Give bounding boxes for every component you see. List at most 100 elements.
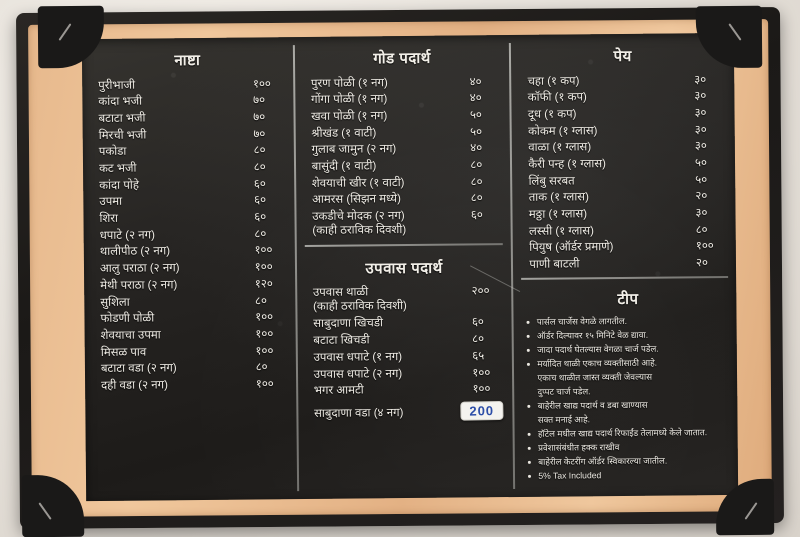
menu-row: बासुंदी (१ वाटी) ८० bbox=[306, 158, 501, 177]
menu-row: कांदा पोहे ६० bbox=[93, 176, 284, 195]
screw-icon bbox=[38, 502, 52, 520]
screw-icon bbox=[728, 23, 742, 41]
tip-note: हॉटेल मधील खाद्य पदार्थ रिफाईंड तेलामध्य… bbox=[527, 427, 732, 440]
item-price: ८० bbox=[254, 294, 268, 308]
item-price: १०० bbox=[255, 328, 274, 341]
chalkboard-surface: नाष्टा पुरीभाजी १०० कांदा भजी ७० बटाटा भजी… bbox=[81, 32, 739, 502]
menu-row: शेवयाची खीर (१ वाटी) ८० bbox=[306, 174, 501, 193]
item-name: मठ्ठा (१ ग्लास) bbox=[528, 208, 588, 221]
item-name: दही वडा (२ नग) bbox=[101, 379, 168, 392]
item-name: बटाटा वडा (२ नग) bbox=[100, 362, 177, 376]
item-name: फोडणी पोळी bbox=[100, 312, 155, 326]
menu-row: साबुदाणा खिचडी ६० bbox=[307, 315, 502, 334]
item-price: ८० bbox=[470, 159, 483, 172]
screw-icon bbox=[744, 502, 758, 520]
item-name: कांदा पोहे bbox=[99, 179, 139, 192]
item-name: बासुंदी (१ वाटी) bbox=[311, 160, 377, 173]
item-name: शेवयाचा उपमा bbox=[100, 329, 161, 342]
item-price: ५० bbox=[694, 157, 708, 170]
item-name: चहा (१ कप) bbox=[527, 74, 580, 88]
item-note: (काही ठराविक दिवशी) bbox=[312, 224, 407, 238]
item-name: गुलाब जामुन (२ नग) bbox=[311, 143, 397, 157]
item-price: ८० bbox=[253, 144, 266, 157]
tips-list: पार्सल चार्जेस वेगळे लागतील. ऑर्डर दिल्य… bbox=[526, 315, 732, 483]
menu-row: लिंबु सरबत ५० bbox=[522, 172, 725, 191]
item-price: ६० bbox=[254, 194, 267, 207]
tip-note: बाहेरील खाद्य पदार्थ व डबा खाण्यास bbox=[527, 399, 732, 412]
menu-row: आलु पराठा (२ नग) १०० bbox=[94, 260, 285, 279]
item-price: ६० bbox=[254, 211, 267, 224]
item-price: ३० bbox=[694, 123, 707, 136]
tip-note: पार्सल चार्जेस वेगळे लागतील. bbox=[526, 315, 731, 328]
item-name: पुरीभाजी bbox=[98, 79, 136, 92]
menu-row: बटाटा वडा (२ नग) ८० bbox=[95, 360, 286, 379]
item-name: श्रीखंड (१ वाटी) bbox=[311, 126, 377, 140]
item-price: १०० bbox=[252, 77, 271, 91]
menu-row: कैरी पन्ह (१ ग्लास) ५० bbox=[522, 155, 725, 174]
menu-row: कट भजी ८० bbox=[93, 160, 284, 179]
tip-note-continuation: एकाच थाळीत जास्त व्यक्ती जेवल्यास bbox=[537, 371, 653, 384]
item-name: उपवास थाळी bbox=[312, 286, 369, 300]
item-price: ४० bbox=[470, 142, 483, 155]
tip-note: प्रवेशासंबंधीत हक्क राखीव bbox=[527, 441, 732, 454]
menu-row: बटाटा खिचडी ८० bbox=[307, 332, 502, 351]
menu-row: उपमा ६० bbox=[93, 193, 284, 212]
menu-row: कोकम (१ ग्लास) ३० bbox=[522, 122, 725, 141]
item-name: आलु पराठा (२ नग) bbox=[99, 262, 180, 276]
menu-row: शेवयाचा उपमा १०० bbox=[95, 327, 286, 346]
screw-icon bbox=[58, 23, 72, 41]
tip-note: ऑर्डर दिल्यावर १५ मिनिटे वेळ द्यावा. bbox=[526, 329, 731, 342]
column-breakfast: नाष्टा पुरीभाजी १०० कांदा भजी ७० बटाटा भजी… bbox=[82, 37, 297, 501]
item-price: २०० bbox=[471, 285, 490, 298]
item-price: ८० bbox=[255, 361, 268, 374]
menu-row: श्रीखंड (१ वाटी) ५० bbox=[305, 124, 500, 143]
item-name: कैरी पन्ह (१ ग्लास) bbox=[528, 158, 607, 171]
section-breakfast: नाष्टा पुरीभाजी १०० कांदा भजी ७० बटाटा भजी… bbox=[82, 37, 296, 399]
menu-row: लस्सी (१ ग्लास) ८० bbox=[523, 222, 726, 241]
menu-row: पुरीभाजी १०० bbox=[92, 76, 283, 95]
item-name: सुशिला bbox=[100, 296, 130, 309]
item-price: १०० bbox=[255, 344, 274, 358]
item-name: बटाटा भजी bbox=[98, 112, 146, 125]
item-price: ४० bbox=[469, 92, 482, 105]
menu-row: कॉफी (१ कप) ३० bbox=[522, 89, 725, 108]
menu-row: साबुदाणा वडा (४ नग) 200 bbox=[308, 398, 503, 424]
section-title-tips: टीप bbox=[617, 291, 639, 309]
item-price: १०० bbox=[472, 366, 491, 379]
item-name: मिसळ पाव bbox=[100, 346, 147, 359]
item-name: मिरची भजी bbox=[98, 129, 147, 142]
item-price: १२० bbox=[254, 278, 273, 291]
tip-note: जादा पदार्थ घेतल्यास वेगळा चार्ज पडेल. bbox=[526, 343, 731, 356]
menu-row: भगर आमटी १०० bbox=[308, 382, 503, 401]
item-price: ३० bbox=[694, 73, 707, 86]
item-name: खवा पोळी (१ नग) bbox=[311, 110, 388, 123]
section-sweets: गोड पदार्थ पुरण पोळी (१ नग) ४० गोंगा पोळी… bbox=[294, 35, 511, 245]
menu-row: शिरा ६० bbox=[93, 210, 284, 229]
item-name: कॉफी (१ कप) bbox=[527, 91, 587, 105]
item-price: १०० bbox=[254, 244, 273, 257]
tip-note: बाहेरील केटरींग ऑर्डर स्विकारल्या जातील. bbox=[527, 455, 732, 468]
menu-row: चहा (१ कप) ३० bbox=[522, 72, 725, 91]
item-name: उपवास धपाटे (२ नग) bbox=[313, 367, 403, 381]
menu-row: खवा पोळी (१ नग) ५० bbox=[305, 108, 500, 127]
item-name: साबुदाणा खिचडी bbox=[313, 317, 384, 331]
menu-row: मेथी पराठा (२ नग) १२० bbox=[94, 276, 285, 295]
item-name: उपमा bbox=[99, 196, 123, 209]
item-price: २० bbox=[695, 257, 709, 270]
item-price: ३० bbox=[694, 140, 707, 153]
menu-row: उपवास धपाटे (१ नग) ६५ bbox=[307, 348, 502, 367]
section-title-sweets: गोड पदार्थ bbox=[373, 49, 431, 68]
menu-grid: नाष्टा पुरीभाजी १०० कांदा भजी ७० बटाटा भजी… bbox=[82, 33, 738, 501]
tip-note-tax: 5% Tax Included bbox=[527, 469, 732, 482]
item-name: वाळा (१ ग्लास) bbox=[528, 141, 592, 155]
item-price: १०० bbox=[255, 311, 274, 324]
item-price: ७० bbox=[253, 128, 266, 141]
item-price: ८० bbox=[470, 176, 483, 189]
item-note: (काही ठराविक दिवशी) bbox=[313, 300, 407, 314]
item-name: धपाटे (२ नग) bbox=[99, 229, 156, 242]
item-name: लिंबु सरबत bbox=[528, 175, 575, 188]
menu-row: आमरस (सिझन मध्ये) ८० bbox=[306, 191, 501, 210]
item-price: १०० bbox=[695, 240, 714, 253]
menu-row: मठ्ठा (१ ग्लास) ३० bbox=[523, 205, 726, 224]
